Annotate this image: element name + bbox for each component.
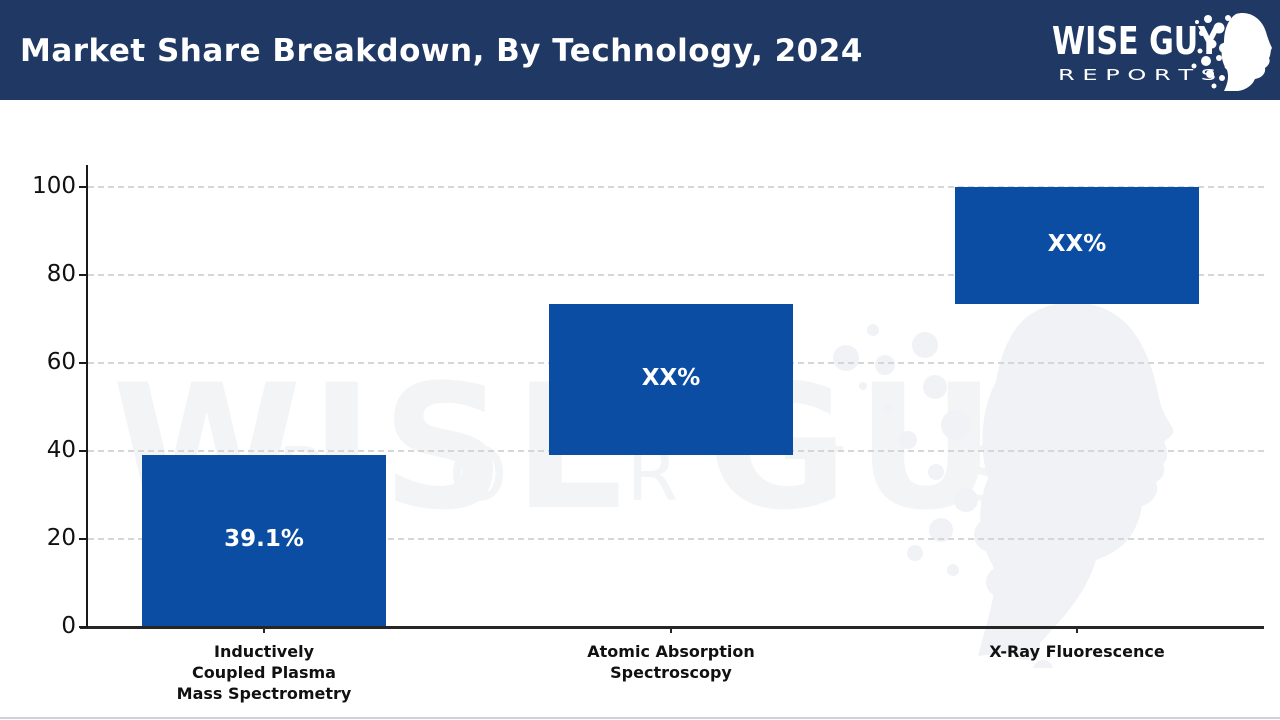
x-category-label: X-Ray Fluorescence [989, 642, 1165, 661]
gridline-100 [88, 186, 1264, 188]
x-tick-mark [263, 627, 265, 633]
y-axis-line [86, 165, 88, 629]
y-tick-mark [79, 274, 88, 276]
y-tick-mark [79, 362, 88, 364]
y-tick-label: 20 [46, 525, 76, 551]
logo-subtitle: R E P O R T S [1058, 66, 1216, 84]
x-axis-line [80, 626, 1264, 629]
bar-value-label: XX% [1047, 230, 1107, 257]
y-tick-mark [79, 538, 88, 540]
bar-segment [955, 187, 1199, 305]
gridline-80 [88, 274, 1264, 276]
y-tick-label: 0 [61, 613, 76, 639]
watermark-face-profile-icon [833, 302, 1174, 668]
bar-segment [549, 304, 793, 455]
bar-segment [142, 454, 386, 627]
y-tick-label: 100 [32, 173, 76, 199]
x-tick-mark [670, 627, 672, 633]
bar-value-label: 39.1% [224, 525, 304, 552]
page-title: Market Share Breakdown, By Technology, 2… [20, 33, 863, 69]
logo-wordmark: WISE GUY [1052, 19, 1220, 63]
x-category-label: Inductively Coupled Plasma Mass Spectrom… [176, 642, 352, 703]
bottom-divider [0, 717, 1280, 719]
y-tick-label: 40 [46, 437, 76, 463]
y-tick-label: 80 [46, 261, 76, 287]
y-tick-mark [79, 450, 88, 452]
y-tick-mark [79, 186, 88, 188]
face-profile-icon [1191, 13, 1272, 91]
chart-area: WISE GUY R O R T S 0 20 40 60 80 100 39.1% Indu… [0, 100, 1280, 718]
x-category-label: Atomic Absorption Spectroscopy [587, 642, 755, 682]
bar-value-label: XX% [641, 364, 701, 391]
y-tick-label: 60 [46, 349, 76, 375]
y-tick-mark [79, 626, 88, 628]
wise-guy-logo: WISE GUY R E P O R T S [1052, 13, 1272, 91]
gridline-20 [88, 538, 1264, 540]
plot-area: 0 20 40 60 80 100 39.1% Inductively Coupled Pla… [32, 165, 1264, 703]
x-tick-mark [1076, 627, 1078, 633]
header-banner: Market Share Breakdown, By Technology, 2… [0, 0, 1280, 100]
